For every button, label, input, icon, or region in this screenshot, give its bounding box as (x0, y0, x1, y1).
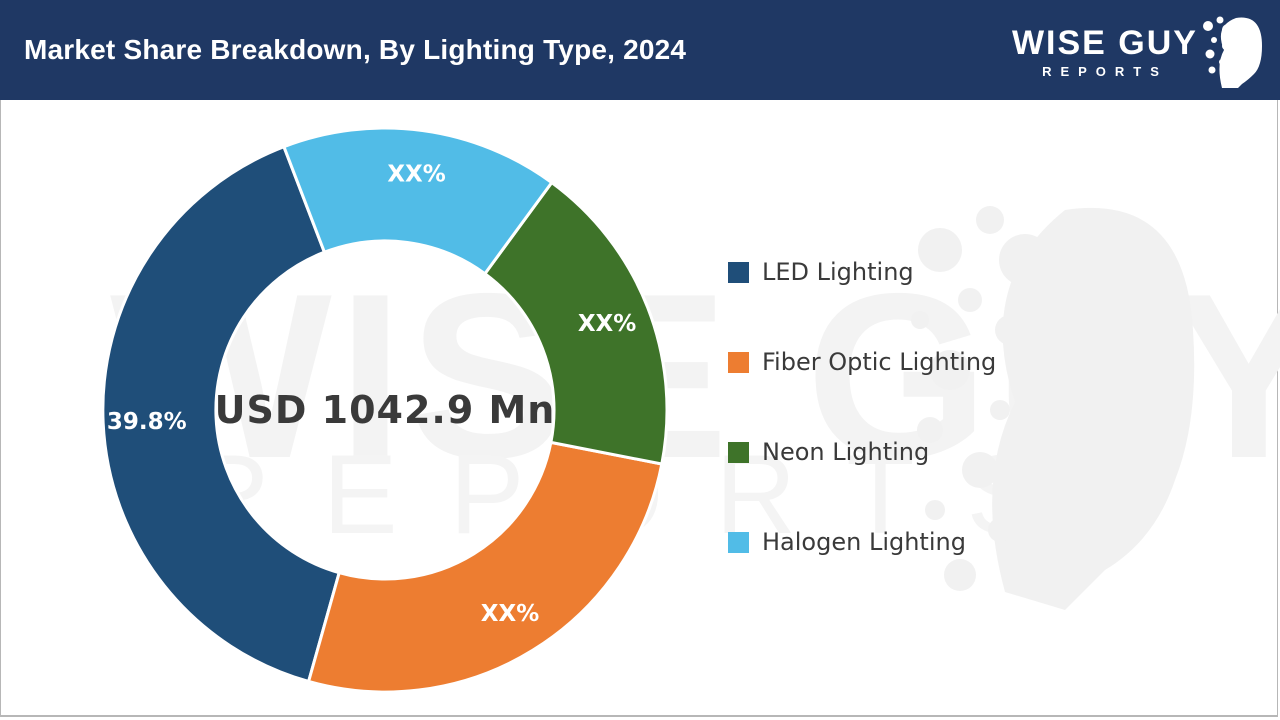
pie-segment-halogen-lighting (282, 126, 554, 276)
legend-swatch-icon (728, 441, 749, 463)
legend-item-neon-lighting: Neon Lighting (728, 438, 996, 466)
legend-item-led-lighting: LED Lighting (728, 258, 996, 286)
segment-value-label: XX% (481, 601, 540, 627)
legend-label: Neon Lighting (762, 438, 930, 466)
segment-value-label: XX% (387, 162, 446, 188)
brand-logo: WISE GUY REPORTS (1012, 12, 1264, 88)
legend-item-fiber-optic-lighting: Fiber Optic Lighting (728, 348, 997, 376)
segment-value-label: 39.8% (107, 409, 187, 435)
legend-label: Halogen Lighting (762, 528, 966, 556)
legend-label: Fiber Optic Lighting (762, 348, 997, 376)
legend-swatch-icon (728, 351, 749, 373)
legend-swatch-icon (728, 261, 749, 283)
legend-item-halogen-lighting: Halogen Lighting (728, 528, 996, 556)
logo-subtitle: REPORTS (1042, 64, 1168, 79)
legend-swatch-icon (728, 531, 749, 553)
donut-center-value: USD 1042.9 Mn (214, 388, 556, 432)
segment-value-label: XX% (578, 311, 637, 337)
legend-label: LED Lighting (762, 258, 914, 286)
pie-segment-neon-lighting (483, 181, 669, 466)
page-title: Market Share Breakdown, By Lighting Type… (24, 34, 687, 65)
header-bar: Market Share Breakdown, By Lighting Type… (0, 0, 1280, 100)
logo-face-icon (1203, 16, 1262, 88)
pie-segment-fiber-optic-lighting (307, 440, 664, 694)
pie-segment-led-lighting (101, 145, 341, 683)
logo-wordmark: WISE GUY (1011, 24, 1198, 62)
watermark-face-graphic (911, 206, 1195, 610)
chart-legend: LED Lighting Fiber Optic Lighting Neon L… (728, 258, 997, 619)
